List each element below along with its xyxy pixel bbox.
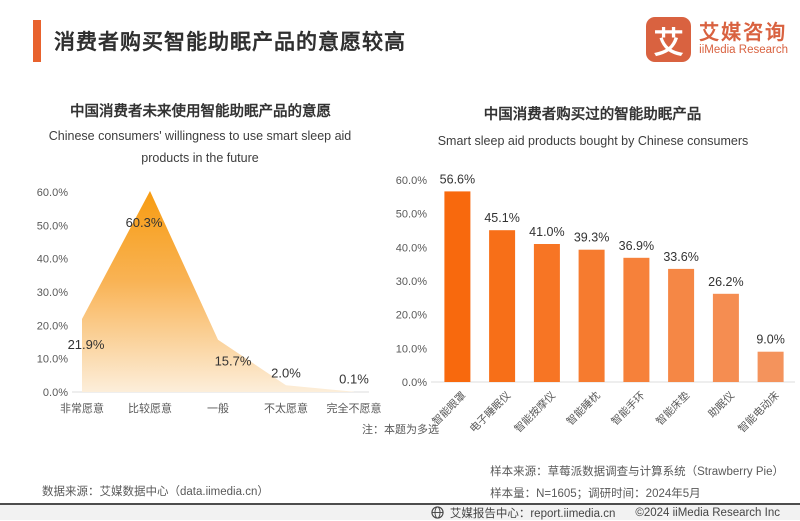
y-tick-label: 60.0% bbox=[396, 175, 427, 187]
globe-icon bbox=[431, 506, 444, 519]
y-tick-label: 30.0% bbox=[37, 287, 68, 299]
x-category-label: 不太愿意 bbox=[264, 401, 308, 415]
bar-value-label: 33.6% bbox=[663, 250, 698, 264]
iimedia-logo: 艾 艾媒咨询 iiMedia Research bbox=[646, 17, 788, 62]
logo-name-en: iiMedia Research bbox=[699, 43, 788, 56]
products-bar-chart: 0.0% 10.0% 20.0% 30.0% 40.0% 50.0% 60.0% 56.6% 智… bbox=[396, 172, 795, 436]
bar bbox=[578, 249, 605, 382]
y-tick-label: 0.0% bbox=[43, 387, 68, 399]
sample-size-text: 样本量：N=1605；调研时间：2024年5月 bbox=[490, 488, 701, 501]
bar bbox=[757, 351, 784, 382]
logo-text: 艾媒咨询 iiMedia Research bbox=[699, 21, 788, 56]
x-category-label: 助眠仪 bbox=[706, 389, 738, 421]
sample-source-block: 样本来源：草莓派数据调查与计算系统（Strawberry Pie） 样本量：N=… bbox=[490, 461, 784, 506]
data-value-label: 21.9% bbox=[68, 337, 105, 352]
multi-select-note: 注：本题为多选 bbox=[362, 424, 439, 436]
bar-value-label: 9.0% bbox=[756, 333, 785, 347]
footer-bar: 艾媒报告中心：report.iimedia.cn ©2024 iiMedia R… bbox=[0, 503, 800, 520]
footer-report-center: 艾媒报告中心：report.iimedia.cn bbox=[449, 507, 616, 520]
x-category-label: 智能睡枕 bbox=[564, 389, 603, 428]
area-chart-title-en: Chinese consumers' willingness to use sm… bbox=[48, 129, 352, 165]
y-tick-label: 10.0% bbox=[396, 343, 427, 355]
title-accent-bar bbox=[33, 20, 41, 62]
x-category-label: 非常愿意 bbox=[60, 401, 104, 415]
y-tick-label: 50.0% bbox=[37, 220, 68, 232]
logo-name-zh: 艾媒咨询 bbox=[699, 21, 788, 44]
x-category-label: 智能床垫 bbox=[653, 389, 692, 428]
y-tick-label: 60.0% bbox=[37, 187, 68, 199]
area-chart-title-zh: 中国消费者未来使用智能助眠产品的意愿 bbox=[70, 104, 331, 120]
bar-value-label: 39.3% bbox=[574, 231, 609, 245]
data-source-text: 数据来源：艾媒数据中心（data.iimedia.cn） bbox=[42, 486, 269, 498]
y-tick-label: 20.0% bbox=[37, 320, 68, 332]
bar bbox=[712, 293, 739, 382]
y-tick-label: 50.0% bbox=[396, 209, 427, 221]
bar bbox=[623, 257, 650, 382]
x-category-label: 智能手环 bbox=[609, 389, 648, 428]
x-category-label: 完全不愿意 bbox=[327, 401, 382, 415]
y-tick-label: 20.0% bbox=[396, 310, 427, 322]
bar bbox=[533, 244, 560, 382]
bar-chart-title-en: Smart sleep aid products bought by Chine… bbox=[437, 134, 749, 148]
page-title: 消费者购买智能助眠产品的意愿较高 bbox=[54, 31, 406, 54]
sample-source-text: 样本来源：草莓派数据调查与计算系统（Strawberry Pie） bbox=[490, 466, 784, 478]
bar bbox=[444, 191, 471, 382]
x-category-label: 智能电动床 bbox=[735, 389, 782, 436]
willingness-area-chart: 0.0% 10.0% 20.0% 30.0% 40.0% 50.0% 60.0% 非常愿意 比较… bbox=[37, 187, 382, 415]
bar-value-label: 41.0% bbox=[529, 225, 564, 239]
footer-copyright: ©2024 iiMedia Research Inc bbox=[635, 506, 780, 519]
data-value-label: 15.7% bbox=[215, 354, 252, 369]
iimedia-logo-icon: 艾 bbox=[646, 17, 692, 62]
y-tick-label: 0.0% bbox=[402, 377, 427, 389]
y-tick-label: 40.0% bbox=[37, 254, 68, 266]
bar-value-label: 45.1% bbox=[484, 211, 519, 225]
bar bbox=[489, 230, 516, 382]
area-shape bbox=[82, 191, 354, 392]
x-category-label: 比较愿意 bbox=[128, 401, 172, 415]
y-tick-label: 30.0% bbox=[396, 276, 427, 288]
x-category-label: 一般 bbox=[207, 402, 229, 415]
bar bbox=[668, 268, 695, 382]
bar-value-label: 26.2% bbox=[708, 275, 743, 289]
bar-value-label: 56.6% bbox=[440, 172, 475, 186]
page-header: 消费者购买智能助眠产品的意愿较高 bbox=[33, 20, 406, 62]
y-tick-label: 40.0% bbox=[396, 242, 427, 254]
x-category-label: 智能按摩仪 bbox=[512, 389, 559, 436]
bar-value-label: 36.9% bbox=[619, 239, 654, 253]
data-value-label: 2.0% bbox=[271, 365, 301, 380]
bar-chart-title-zh: 中国消费者购买过的智能助眠产品 bbox=[483, 107, 702, 123]
data-value-label: 60.3% bbox=[126, 215, 163, 230]
data-value-label: 0.1% bbox=[339, 372, 369, 387]
y-tick-label: 10.0% bbox=[37, 354, 68, 366]
x-category-label: 电子睡眠仪 bbox=[467, 389, 514, 436]
